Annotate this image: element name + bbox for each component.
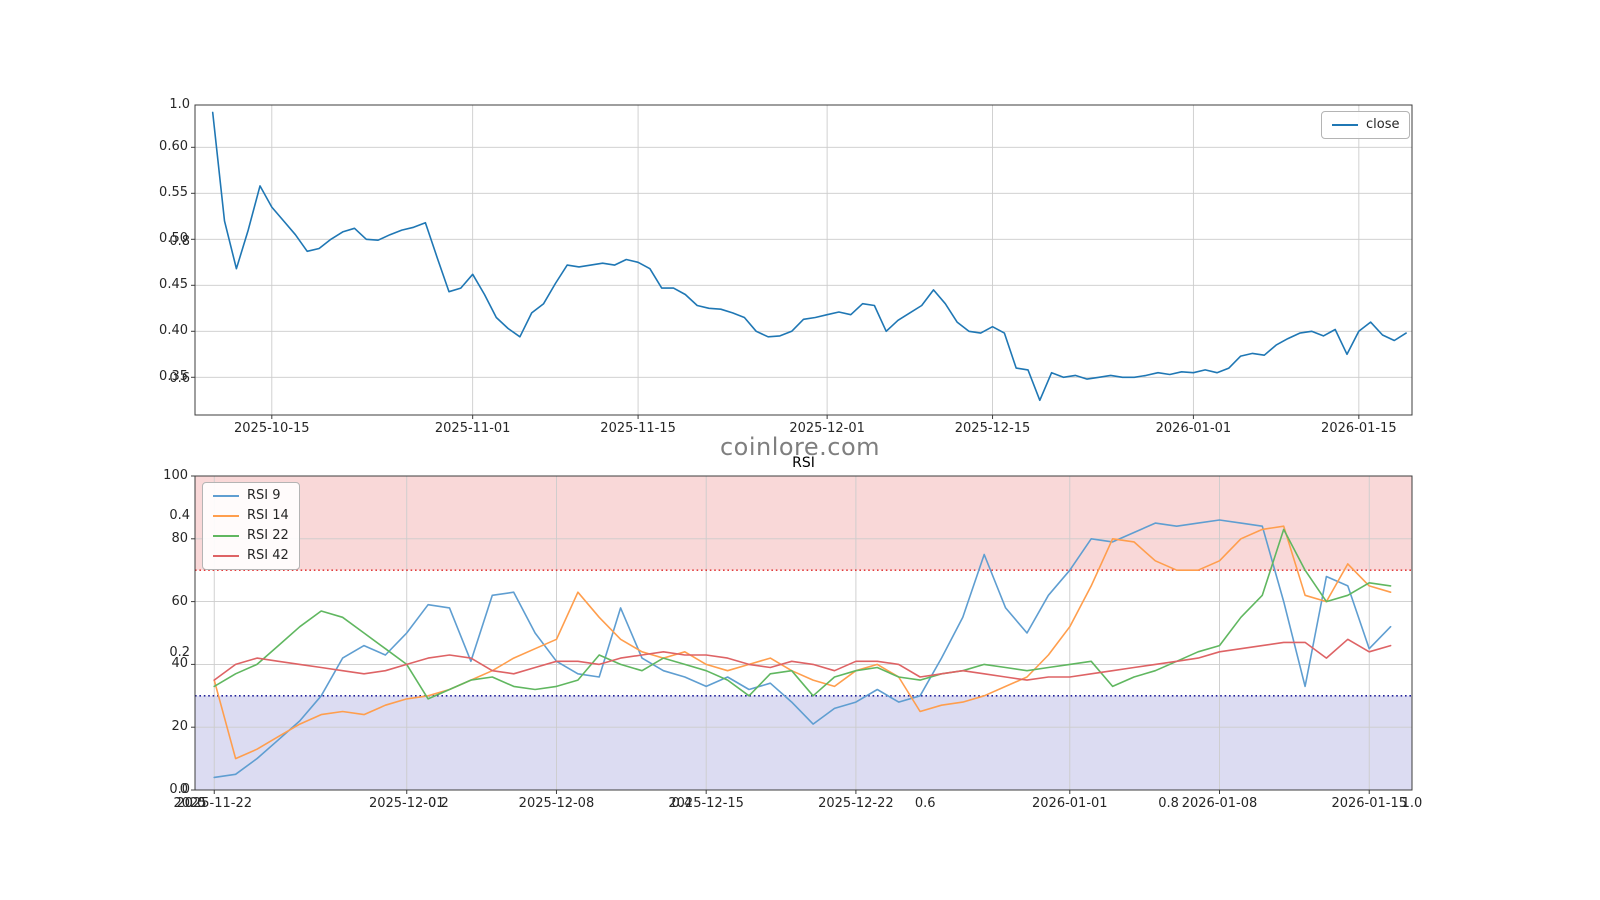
legend-row: RSI 42	[213, 548, 289, 564]
close-legend-line-sample	[1332, 124, 1358, 126]
rsi42-legend-line-sample	[213, 555, 239, 557]
close-legend-label: close	[1366, 117, 1400, 132]
rsi14-legend-line-sample	[213, 515, 239, 517]
rsi-legend: RSI 9 RSI 14 RSI 22 RSI 42	[202, 482, 300, 570]
rsi-chart-title: RSI	[792, 455, 815, 471]
rsi22-legend-line-sample	[213, 535, 239, 537]
legend-row: RSI 9	[213, 488, 289, 504]
watermark: coinlore.com	[719, 433, 881, 461]
rsi14-legend-label: RSI 14	[247, 508, 289, 523]
rsi9-legend-line-sample	[213, 495, 239, 497]
rsi42-legend-label: RSI 42	[247, 548, 289, 563]
legend-row: RSI 22	[213, 528, 289, 544]
rsi22-legend-label: RSI 22	[247, 528, 289, 543]
close-legend: close	[1321, 111, 1411, 139]
legend-row: RSI 14	[213, 508, 289, 524]
legend-row: close	[1332, 117, 1399, 133]
rsi9-legend-label: RSI 9	[247, 488, 281, 503]
